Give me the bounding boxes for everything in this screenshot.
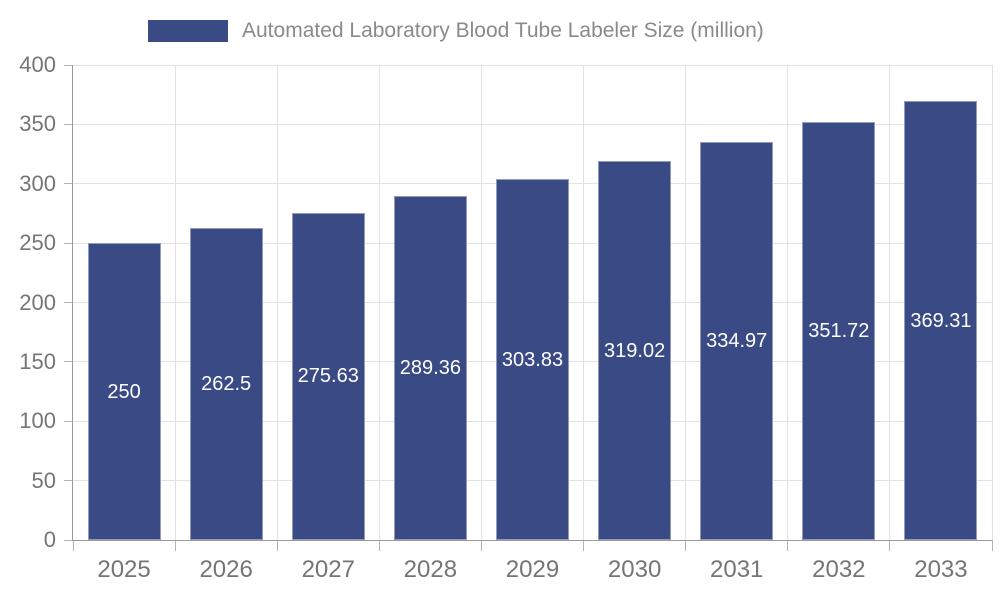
y-axis-tick [64, 361, 73, 363]
x-axis-tick [480, 540, 482, 551]
bar-value-label: 319.02 [604, 339, 666, 362]
bar[interactable] [802, 122, 876, 540]
x-axis-tick [276, 540, 278, 551]
bar[interactable] [87, 243, 161, 540]
x-axis-tick [72, 540, 74, 551]
bar[interactable] [291, 212, 365, 540]
bar-value-label: 351.72 [808, 320, 870, 343]
x-gridline [583, 65, 585, 540]
bar[interactable] [700, 142, 774, 540]
bar[interactable] [904, 101, 978, 540]
x-axis-label: 2028 [403, 556, 458, 583]
y-axis-label: 50 [31, 467, 56, 493]
bar-value-label: 275.63 [297, 365, 359, 388]
bar-value-label: 289.36 [399, 357, 461, 380]
x-axis-tick [378, 540, 380, 551]
x-axis-label: 2033 [914, 556, 968, 583]
y-axis-tick [64, 183, 73, 185]
x-gridline [787, 65, 789, 540]
legend-item[interactable]: Automated Laboratory Blood Tube Labeler … [148, 18, 764, 44]
x-axis-label: 2032 [812, 556, 866, 583]
y-axis-line [72, 65, 73, 540]
x-gridline [480, 65, 482, 540]
bar-value-label: 303.83 [501, 348, 564, 371]
y-axis-label: 150 [19, 348, 56, 374]
x-gridline [685, 65, 687, 540]
x-gridline [174, 65, 176, 540]
bar-value-label: 369.31 [910, 309, 972, 332]
x-axis-label: 2031 [710, 556, 764, 583]
y-axis-tick [64, 123, 73, 125]
y-axis-tick [64, 64, 73, 66]
x-axis-label: 2029 [505, 556, 560, 583]
bar[interactable] [393, 196, 467, 540]
bar[interactable] [189, 228, 263, 540]
y-axis-label: 100 [19, 408, 56, 434]
x-axis-tick [174, 540, 176, 551]
x-gridline [991, 65, 993, 540]
x-gridline [276, 65, 278, 540]
y-axis-label: 250 [19, 230, 56, 256]
x-gridline [378, 65, 380, 540]
y-axis-tick [64, 302, 73, 303]
y-axis-tick [64, 242, 73, 244]
x-gridline [889, 65, 891, 540]
y-axis-label: 400 [19, 52, 56, 77]
x-axis-label: 2030 [607, 556, 662, 583]
x-axis-tick [685, 540, 687, 551]
y-gridline [73, 64, 992, 66]
bar-value-label: 262.5 [201, 373, 252, 396]
x-axis-tick [991, 540, 993, 551]
x-axis-tick [583, 540, 585, 551]
y-axis-tick [64, 539, 73, 541]
x-axis-label: 2025 [97, 556, 151, 583]
y-axis-label: 0 [43, 527, 56, 552]
bar-value-label: 250 [107, 380, 141, 403]
legend-label: Automated Laboratory Blood Tube Labeler … [242, 19, 764, 42]
y-axis-tick [64, 420, 73, 422]
bar[interactable] [496, 179, 569, 540]
y-axis-label: 350 [19, 111, 56, 137]
y-axis-tick [64, 480, 73, 482]
bar[interactable] [598, 161, 672, 540]
x-axis-label: 2026 [199, 556, 253, 583]
bar-value-label: 334.97 [706, 330, 768, 353]
y-gridline [73, 123, 992, 125]
y-axis-label: 300 [19, 170, 56, 196]
x-axis-tick [889, 540, 891, 551]
x-axis-line [72, 540, 992, 541]
x-axis-tick [787, 540, 789, 551]
x-axis-label: 2027 [301, 556, 355, 583]
legend-swatch [148, 20, 228, 42]
y-axis-label: 200 [19, 289, 56, 315]
